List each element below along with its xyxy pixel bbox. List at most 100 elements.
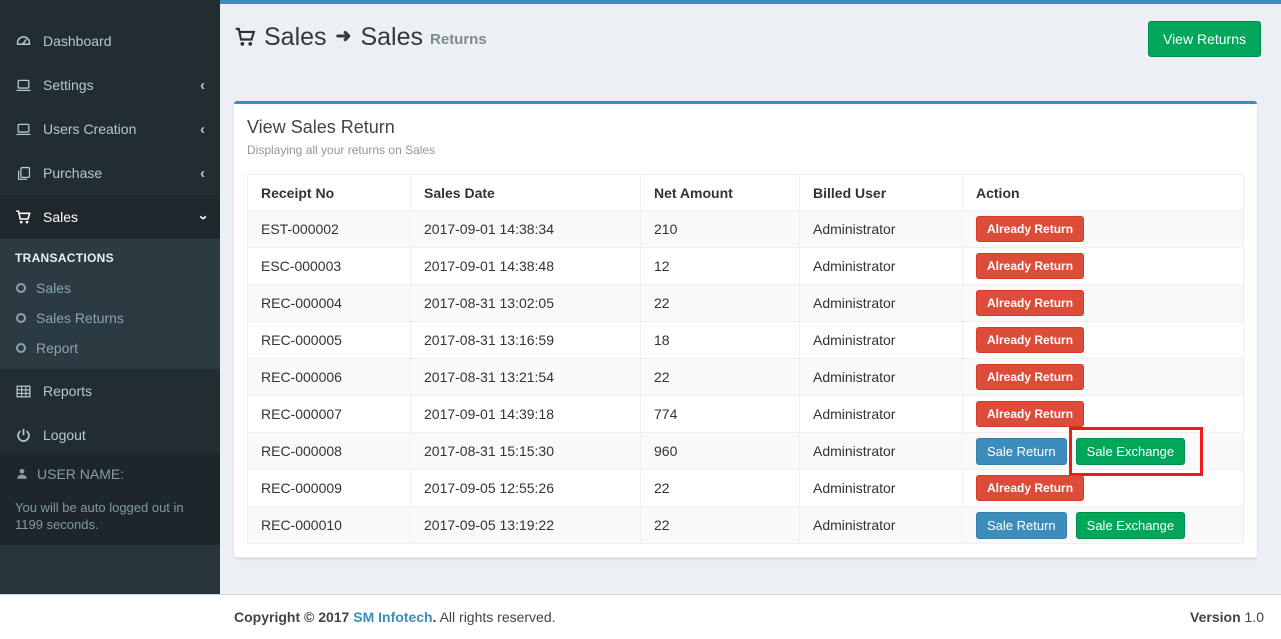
net-amount-cell: 22: [640, 506, 800, 544]
sidebar-item-users-creation[interactable]: Users Creation ‹: [0, 107, 220, 151]
table-grid-icon: [15, 383, 35, 400]
table-row: REC-000007 2017-09-01 14:39:18 774 Administ…: [247, 395, 1244, 433]
table-row: REC-000004 2017-08-31 13:02:05 22 Administr…: [247, 284, 1244, 322]
sales-date-cell: 2017-09-01 14:38:48: [410, 247, 641, 285]
content-area: Sales ➜ Sales Returns View Returns View …: [220, 0, 1281, 594]
submenu-item-sales-returns[interactable]: Sales Returns: [0, 303, 220, 333]
sidebar-item-label: Dashboard: [43, 33, 112, 49]
billed-user-cell: Administrator: [799, 247, 963, 285]
table-header-row: Receipt No Sales Date Net Amount Billed Use…: [247, 174, 1244, 211]
sidebar-item-sales[interactable]: Sales ‹: [0, 195, 220, 239]
chevron-left-icon: ‹: [200, 164, 205, 182]
billed-user-cell: Administrator: [799, 210, 963, 248]
circle-o-icon: [16, 313, 26, 323]
sale-exchange-button[interactable]: Sale Exchange: [1075, 511, 1186, 539]
table-row: REC-000005 2017-08-31 13:16:59 18 Administr…: [247, 321, 1244, 359]
breadcrumb-secondary: Sales: [360, 23, 424, 51]
card-subtitle: Displaying all your returns on Sales: [247, 143, 436, 157]
sale-return-button[interactable]: Sale Return: [976, 511, 1067, 539]
top-accent-bar: [220, 0, 1281, 4]
column-header: Sales Date: [410, 174, 641, 211]
already-return-button[interactable]: Already Return: [976, 253, 1085, 279]
submenu-item-label: Report: [36, 340, 79, 356]
net-amount-cell: 774: [640, 395, 800, 433]
already-return-button[interactable]: Already Return: [976, 364, 1085, 390]
table-row: ESC-000003 2017-09-01 14:38:48 12 Administr…: [247, 247, 1244, 285]
already-return-button[interactable]: Already Return: [976, 216, 1085, 242]
sale-return-button[interactable]: Sale Return: [976, 437, 1067, 465]
breadcrumb: Sales ➜ Sales Returns: [234, 17, 487, 57]
sidebar-menu: Dashboard Settings ‹ Users Creation ‹: [0, 0, 220, 457]
sidebar-item-label: Purchase: [43, 165, 103, 181]
copyright-text: Copyright © 2017 SM Infotech. All rights…: [234, 609, 556, 625]
sidebar-item-label: Logout: [43, 427, 86, 443]
sales-date-cell: 2017-08-31 13:02:05: [410, 284, 641, 322]
copy-icon: [15, 165, 35, 182]
view-returns-button[interactable]: View Returns: [1147, 21, 1261, 57]
version-text: Version 1.0: [1190, 609, 1264, 625]
laptop-icon: [15, 121, 35, 138]
table-row: REC-000008 2017-08-31 15:15:30 960 Administ…: [247, 426, 1244, 476]
already-return-button[interactable]: Already Return: [976, 401, 1085, 427]
receipt-cell: REC-000007: [247, 395, 411, 433]
sales-date-cell: 2017-08-31 13:16:59: [410, 321, 641, 359]
highlight-annotation-box: Sale Exchange: [1068, 426, 1204, 476]
sidebar-item-label: Users Creation: [43, 121, 137, 137]
submenu-header: TRANSACTIONS: [15, 251, 114, 265]
action-cell: Already Return: [962, 247, 1244, 285]
chevron-down-icon: ‹: [194, 214, 211, 220]
sidebar-item-label: Sales: [43, 209, 79, 225]
submenu-item-sales[interactable]: Sales: [0, 273, 220, 303]
user-name-label: USER NAME:: [37, 466, 125, 482]
net-amount-cell: 22: [640, 469, 800, 507]
chevron-left-icon: ‹: [200, 76, 205, 94]
chevron-left-icon: ‹: [200, 120, 205, 138]
billed-user-cell: Administrator: [799, 432, 963, 470]
already-return-button[interactable]: Already Return: [976, 327, 1085, 353]
sidebar-item-settings[interactable]: Settings ‹: [0, 63, 220, 107]
action-cell: Already Return: [962, 321, 1244, 359]
sidebar-item-logout[interactable]: Logout: [0, 413, 220, 457]
receipt-cell: REC-000009: [247, 469, 411, 507]
action-cell: Already Return: [962, 358, 1244, 396]
sales-date-cell: 2017-08-31 13:21:54: [410, 358, 641, 396]
sales-date-cell: 2017-09-01 14:38:34: [410, 210, 641, 248]
sales-date-cell: 2017-08-31 15:15:30: [410, 432, 641, 470]
already-return-button[interactable]: Already Return: [976, 475, 1085, 501]
already-return-button[interactable]: Already Return: [976, 290, 1085, 316]
sales-date-cell: 2017-09-05 12:55:26: [410, 469, 641, 507]
laptop-icon: [15, 77, 35, 94]
arrow-right-icon: ➜: [335, 26, 352, 47]
net-amount-cell: 22: [640, 284, 800, 322]
table-row: REC-000006 2017-08-31 13:21:54 22 Administr…: [247, 358, 1244, 396]
sales-return-table: Receipt No Sales Date Net Amount Billed Use…: [247, 174, 1244, 544]
company-link[interactable]: SM Infotech: [353, 609, 433, 625]
receipt-cell: REC-000004: [247, 284, 411, 322]
sidebar-item-purchase[interactable]: Purchase ‹: [0, 151, 220, 195]
table-row: EST-000002 2017-09-01 14:38:34 210 Administ…: [247, 210, 1244, 248]
sidebar-item-dashboard[interactable]: Dashboard: [0, 19, 220, 63]
sale-exchange-button[interactable]: Sale Exchange: [1075, 437, 1186, 465]
shopping-cart-icon: [234, 26, 257, 49]
sidebar-item-reports[interactable]: Reports: [0, 369, 220, 413]
breadcrumb-primary: Sales: [264, 23, 327, 51]
billed-user-cell: Administrator: [799, 506, 963, 544]
submenu-item-report[interactable]: Report: [0, 333, 220, 363]
column-header: Receipt No: [247, 174, 411, 211]
billed-user-cell: Administrator: [799, 469, 963, 507]
action-cell: Already Return: [962, 284, 1244, 322]
card-header: View Sales Return Displaying all your re…: [234, 104, 1257, 162]
billed-user-cell: Administrator: [799, 284, 963, 322]
card-body: Receipt No Sales Date Net Amount Billed Use…: [234, 162, 1257, 557]
submenu-item-label: Sales Returns: [36, 310, 124, 326]
column-header: Billed User: [799, 174, 963, 211]
receipt-cell: REC-000008: [247, 432, 411, 470]
card-title: View Sales Return: [247, 117, 395, 137]
circle-o-icon: [16, 343, 26, 353]
billed-user-cell: Administrator: [799, 395, 963, 433]
column-header: Action: [962, 174, 1244, 211]
circle-o-icon: [16, 283, 26, 293]
receipt-cell: ESC-000003: [247, 247, 411, 285]
submenu-item-label: Sales: [36, 280, 72, 296]
